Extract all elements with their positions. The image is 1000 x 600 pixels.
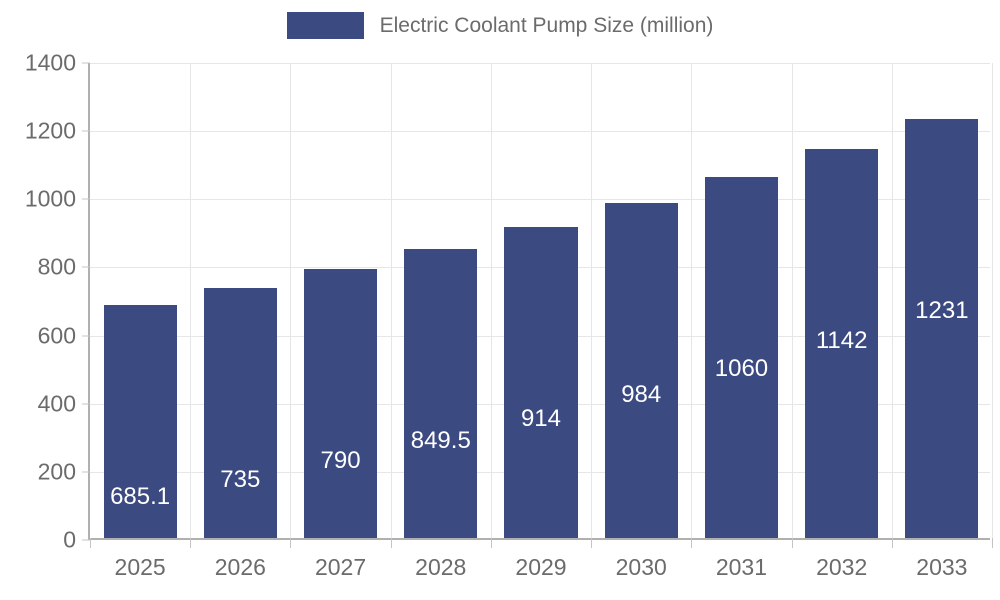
bar-value-label: 1142 xyxy=(815,326,868,354)
legend-color-swatch xyxy=(286,11,364,39)
y-tick-mark xyxy=(82,62,90,64)
bar-value-label: 914 xyxy=(520,404,562,432)
y-tick-mark xyxy=(82,471,90,473)
bar-value-label: 685.1 xyxy=(110,482,171,510)
y-axis-tick-label: 800 xyxy=(37,253,76,280)
legend-item-electric-coolant-pump-size[interactable]: Electric Coolant Pump Size (million) xyxy=(286,11,714,39)
y-tick-mark xyxy=(82,335,90,337)
bar[interactable]: 1142 xyxy=(805,148,879,538)
bar-value-label: 849.5 xyxy=(410,426,471,454)
x-tick-mark xyxy=(190,538,192,548)
y-axis-tick-label: 1200 xyxy=(24,117,76,144)
bar[interactable]: 735 xyxy=(203,287,277,538)
x-tick-mark xyxy=(90,538,91,548)
bar[interactable]: 984 xyxy=(604,202,678,538)
x-gridline xyxy=(691,63,693,538)
bar[interactable]: 914 xyxy=(504,226,578,538)
bar-value-label: 1060 xyxy=(714,354,769,382)
y-axis-tick-label: 0 xyxy=(63,526,76,553)
x-gridline xyxy=(390,63,392,538)
x-axis-tick-label: 2026 xyxy=(214,554,266,580)
y-axis-tick-label: 200 xyxy=(37,458,76,485)
y-gridline xyxy=(90,131,990,133)
x-gridline xyxy=(791,63,793,538)
x-tick-mark xyxy=(992,538,993,548)
bar[interactable]: 685.1 xyxy=(103,304,177,538)
x-gridline xyxy=(992,63,993,538)
bar-value-label: 735 xyxy=(220,465,261,493)
x-tick-mark xyxy=(490,538,492,548)
legend-item-label: Electric Coolant Pump Size (million) xyxy=(379,13,714,37)
y-tick-mark xyxy=(82,266,90,268)
bar[interactable]: 1231 xyxy=(905,118,979,538)
y-tick-mark xyxy=(82,539,90,541)
x-tick-mark xyxy=(791,538,793,548)
bar-value-label: 984 xyxy=(621,380,662,408)
y-axis-tick-label: 600 xyxy=(37,322,76,349)
x-tick-mark xyxy=(591,538,593,548)
y-tick-mark xyxy=(82,198,90,200)
x-axis-tick-label: 2029 xyxy=(515,554,567,580)
y-axis-tick-label: 1400 xyxy=(24,49,76,76)
x-axis-tick-label: 2031 xyxy=(715,554,768,580)
y-tick-mark xyxy=(82,130,90,132)
bar[interactable]: 849.5 xyxy=(404,248,478,538)
x-axis-tick-label: 2030 xyxy=(615,554,667,580)
y-gridline xyxy=(90,63,990,64)
x-axis-tick-label: 2033 xyxy=(916,554,968,580)
x-gridline xyxy=(891,63,893,538)
x-tick-mark xyxy=(390,538,392,548)
bar-value-label: 790 xyxy=(320,446,361,474)
x-gridline xyxy=(190,63,192,538)
x-gridline xyxy=(591,63,593,538)
y-gridline xyxy=(90,199,990,201)
bar[interactable]: 1060 xyxy=(704,176,779,538)
x-gridline xyxy=(290,63,292,538)
x-axis-tick-label: 2032 xyxy=(816,554,868,580)
x-tick-mark xyxy=(290,538,292,548)
y-tick-mark xyxy=(82,403,90,405)
plot-area: 0 200 400 600 800 1000 1200 1400 2025 685.1 2026 73… xyxy=(25,51,993,579)
chart-legend: Electric Coolant Pump Size (million) xyxy=(0,0,1000,50)
x-gridline xyxy=(490,63,492,538)
bar-value-label: 1231 xyxy=(915,296,969,324)
x-tick-mark xyxy=(891,538,893,548)
y-axis-tick-label: 1000 xyxy=(24,185,76,212)
bar[interactable]: 790 xyxy=(303,268,378,538)
x-axis-tick-label: 2025 xyxy=(114,554,166,580)
x-axis-tick-label: 2027 xyxy=(314,554,367,580)
x-tick-mark xyxy=(691,538,693,548)
x-axis-tick-label: 2028 xyxy=(415,554,467,580)
y-axis-tick-label: 400 xyxy=(37,390,76,417)
